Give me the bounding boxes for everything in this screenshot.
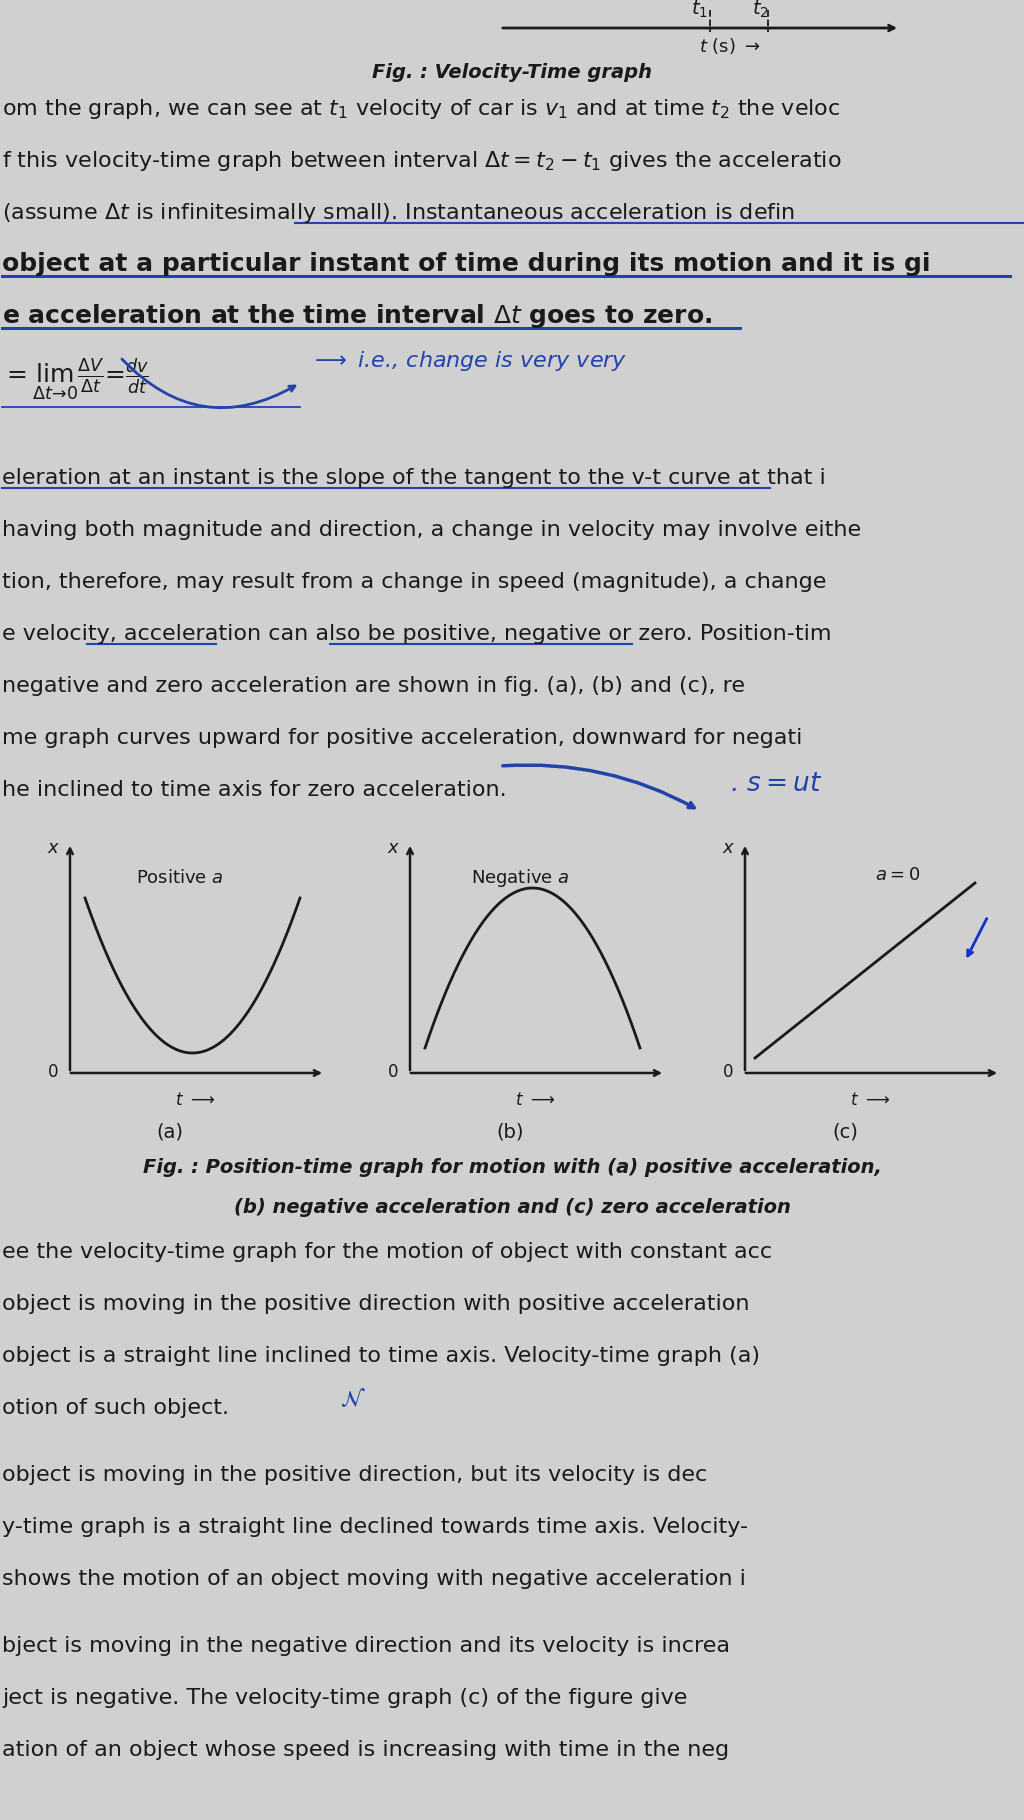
Text: e acceleration at the time interval $\Delta t$ goes to zero.: e acceleration at the time interval $\De… (2, 302, 712, 329)
Text: . $s=ut$: . $s=ut$ (730, 772, 822, 797)
Text: $a = 0$: $a = 0$ (874, 866, 920, 885)
Text: otion of such object.: otion of such object. (2, 1398, 229, 1418)
Text: $\mathcal{N}$: $\mathcal{N}$ (340, 1387, 366, 1410)
Text: f this velocity-time graph between interval $\Delta t = t_2 - t_1$ gives the acc: f this velocity-time graph between inter… (2, 149, 842, 173)
Text: 0: 0 (48, 1063, 58, 1081)
Text: x: x (723, 839, 733, 857)
Text: $t\ \longrightarrow$: $t\ \longrightarrow$ (515, 1090, 555, 1108)
Text: object at a particular instant of time during its motion and it is gi: object at a particular instant of time d… (2, 251, 931, 277)
Text: ee the velocity-time graph for the motion of object with constant acc: ee the velocity-time graph for the motio… (2, 1241, 772, 1261)
Text: object is moving in the positive direction, but its velocity is dec: object is moving in the positive directi… (2, 1465, 708, 1485)
Text: $t\ \longrightarrow$: $t\ \longrightarrow$ (850, 1090, 890, 1108)
Text: 0: 0 (388, 1063, 398, 1081)
Text: (assume $\Delta t$ is infinitesimally small). Instantaneous acceleration is defi: (assume $\Delta t$ is infinitesimally sm… (2, 200, 795, 226)
Text: (b): (b) (497, 1123, 523, 1141)
Text: Negative $a$: Negative $a$ (471, 866, 569, 888)
Text: x: x (388, 839, 398, 857)
Text: e velocity, acceleration can also be positive, negative or zero. Position-tim: e velocity, acceleration can also be pos… (2, 624, 831, 644)
Text: (b) negative acceleration and (c) zero acceleration: (b) negative acceleration and (c) zero a… (233, 1198, 791, 1218)
Text: Fig. : Velocity-Time graph: Fig. : Velocity-Time graph (372, 64, 652, 82)
Text: having both magnitude and direction, a change in velocity may involve eithe: having both magnitude and direction, a c… (2, 521, 861, 541)
Text: $t_2$: $t_2$ (752, 0, 768, 20)
Text: $t_1$: $t_1$ (691, 0, 709, 20)
Text: object is a straight line inclined to time axis. Velocity-time graph (a): object is a straight line inclined to ti… (2, 1347, 760, 1367)
Text: bject is moving in the negative direction and its velocity is increa: bject is moving in the negative directio… (2, 1636, 730, 1656)
Text: x: x (48, 839, 58, 857)
Text: $t$ (s) $\rightarrow$: $t$ (s) $\rightarrow$ (699, 36, 761, 56)
Text: tion, therefore, may result from a change in speed (magnitude), a change: tion, therefore, may result from a chang… (2, 571, 826, 592)
Text: 0: 0 (723, 1063, 733, 1081)
Text: ject is negative. The velocity-time graph (c) of the figure give: ject is negative. The velocity-time grap… (2, 1687, 687, 1707)
Text: me graph curves upward for positive acceleration, downward for negati: me graph curves upward for positive acce… (2, 728, 803, 748)
Text: $= \lim_{\Delta t \to 0} \frac{\Delta V}{\Delta t} = \frac{dv}{dt}$: $= \lim_{\Delta t \to 0} \frac{\Delta V}… (2, 357, 150, 402)
Text: shows the motion of an object moving with negative acceleration i: shows the motion of an object moving wit… (2, 1569, 745, 1589)
Text: negative and zero acceleration are shown in fig. (a), (b) and (c), re: negative and zero acceleration are shown… (2, 675, 745, 695)
Text: object is moving in the positive direction with positive acceleration: object is moving in the positive directi… (2, 1294, 750, 1314)
Text: Positive $a$: Positive $a$ (136, 868, 224, 886)
Text: eleration at an instant is the slope of the tangent to the v-t curve at that i: eleration at an instant is the slope of … (2, 468, 825, 488)
Text: ation of an object whose speed is increasing with time in the neg: ation of an object whose speed is increa… (2, 1740, 729, 1760)
Text: (c): (c) (833, 1123, 858, 1141)
Text: $t\ \longrightarrow$: $t\ \longrightarrow$ (175, 1090, 215, 1108)
Text: y-time graph is a straight line declined towards time axis. Velocity-: y-time graph is a straight line declined… (2, 1518, 749, 1538)
Text: he inclined to time axis for zero acceleration.: he inclined to time axis for zero accele… (2, 781, 507, 801)
Text: (a): (a) (157, 1123, 183, 1141)
Text: om the graph, we can see at $t_1$ velocity of car is $v_1$ and at time $t_2$ the: om the graph, we can see at $t_1$ veloci… (2, 96, 841, 120)
Text: Fig. : Position-time graph for motion with (a) positive acceleration,: Fig. : Position-time graph for motion wi… (142, 1158, 882, 1178)
Text: $\longrightarrow$ i.e., change is very very: $\longrightarrow$ i.e., change is very v… (310, 349, 628, 373)
